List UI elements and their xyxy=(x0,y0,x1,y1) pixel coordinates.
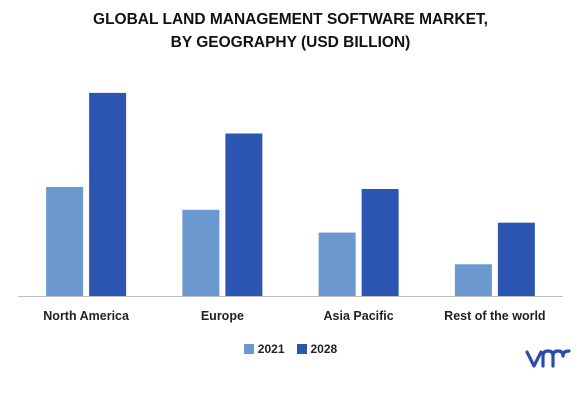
category-label: North America xyxy=(43,309,130,323)
category-label: Rest of the world xyxy=(444,309,545,323)
bar-rest-of-the-world-2021 xyxy=(454,264,492,296)
legend-item-2021: 2021 xyxy=(243,342,285,356)
chart-title-line-2: BY GEOGRAPHY (USD BILLION) xyxy=(170,34,411,51)
bars-group xyxy=(46,92,535,296)
legend-label-2021: 2021 xyxy=(257,342,285,356)
bar-north-america-2028 xyxy=(89,92,127,296)
legend-item-2028: 2028 xyxy=(296,342,338,356)
chart-title-line-1: GLOBAL LAND MANAGEMENT SOFTWARE MARKET, xyxy=(93,11,488,28)
chart-title: GLOBAL LAND MANAGEMENT SOFTWARE MARKET, … xyxy=(0,8,581,54)
category-label: Asia Pacific xyxy=(324,309,394,323)
vmr-logo-graphic xyxy=(525,349,571,368)
legend-label-2028: 2028 xyxy=(310,342,338,356)
category-label: Europe xyxy=(201,309,244,323)
legend: 2021 2028 xyxy=(0,342,581,356)
bar-asia-pacific-2021 xyxy=(318,232,356,296)
vmr-logo-icon xyxy=(525,344,571,375)
legend-swatch-2028 xyxy=(296,344,307,354)
legend-swatch-2021 xyxy=(243,344,254,354)
bar-europe-2028 xyxy=(225,133,263,296)
bar-europe-2021 xyxy=(182,209,220,296)
category-labels-group: North America Europe Asia Pacific Rest of t… xyxy=(43,309,545,323)
bar-rest-of-the-world-2028 xyxy=(497,222,535,296)
bar-north-america-2021 xyxy=(46,187,84,296)
bar-asia-pacific-2028 xyxy=(361,188,399,296)
